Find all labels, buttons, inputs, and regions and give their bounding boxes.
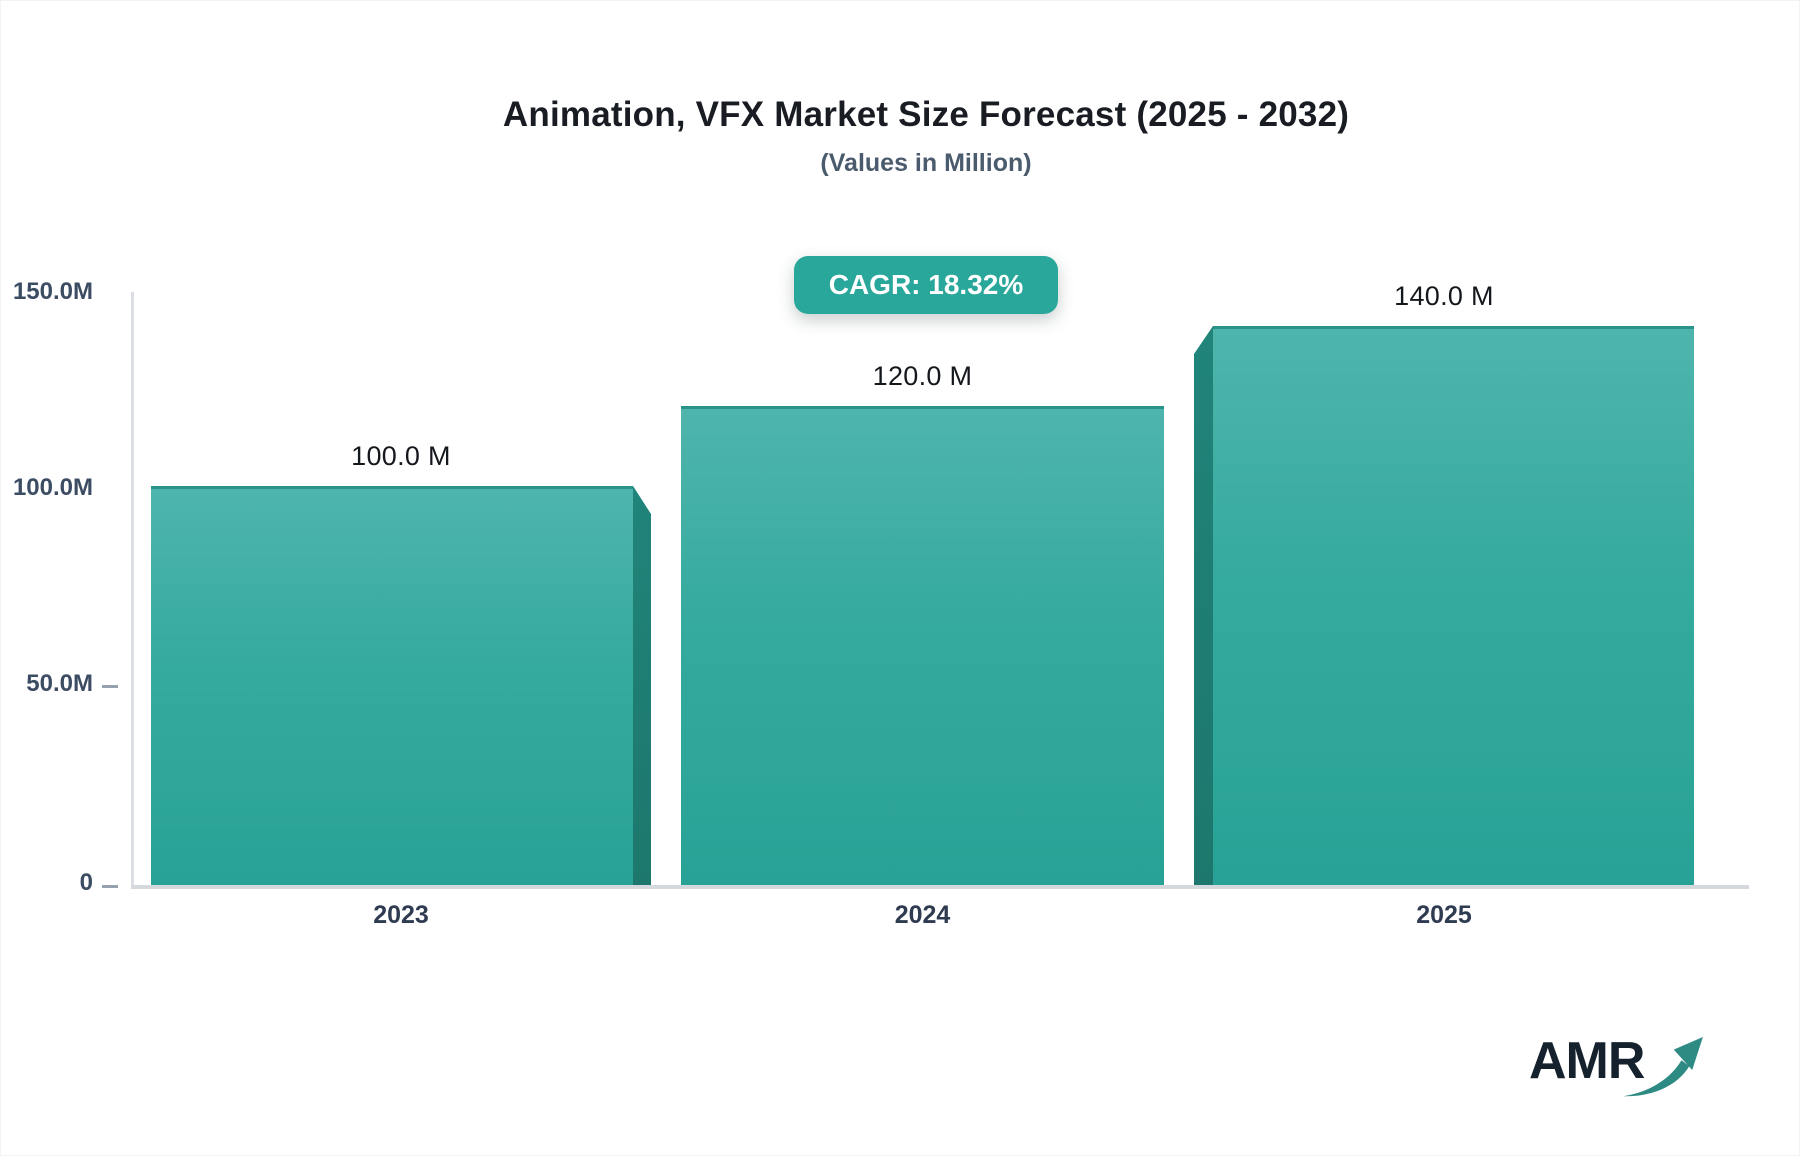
amr-logo[interactable]: AMR bbox=[1529, 1031, 1729, 1117]
bar-rect-2024 bbox=[681, 406, 1164, 885]
y-tick-label-0: 0 bbox=[79, 869, 93, 896]
bar-rect-2025 bbox=[1213, 326, 1694, 885]
amr-logo-text: AMR bbox=[1529, 1032, 1645, 1090]
bar-value-label-2024: 120.0 M bbox=[872, 361, 973, 391]
y-tick-label-50: 50.0M bbox=[26, 670, 93, 697]
y-tick-mark-50 bbox=[102, 685, 118, 688]
bar-value-label-2025: 140.0 M bbox=[1394, 281, 1494, 311]
y-tick-label-100: 100.0M bbox=[12, 474, 93, 501]
x-axis-label-2025: 2025 bbox=[1416, 901, 1472, 929]
x-axis-label-2024: 2024 bbox=[894, 901, 951, 929]
y-tick-mark-0 bbox=[102, 885, 118, 888]
bar-rect-2023 bbox=[151, 486, 633, 885]
chart-subtitle: (Values in Million) bbox=[820, 149, 1032, 177]
chart-title: Animation, VFX Market Size Forecast (202… bbox=[502, 95, 1350, 134]
growth-arrow-icon bbox=[1623, 1036, 1703, 1097]
x-axis-line bbox=[131, 885, 1749, 889]
cagr-badge-row: CAGR: 18.32% bbox=[51, 256, 1799, 314]
cagr-badge: CAGR: 18.32% bbox=[793, 256, 1059, 314]
y-tick-label-150: 150.0M bbox=[12, 278, 93, 305]
x-axis-label-2023: 2023 bbox=[373, 901, 429, 929]
bar-3d-edge-2023 bbox=[633, 486, 651, 885]
bar-value-label-2023: 100.0 M bbox=[351, 441, 451, 471]
y-axis-line bbox=[131, 292, 134, 887]
bar-3d-edge-2025 bbox=[1194, 326, 1213, 885]
